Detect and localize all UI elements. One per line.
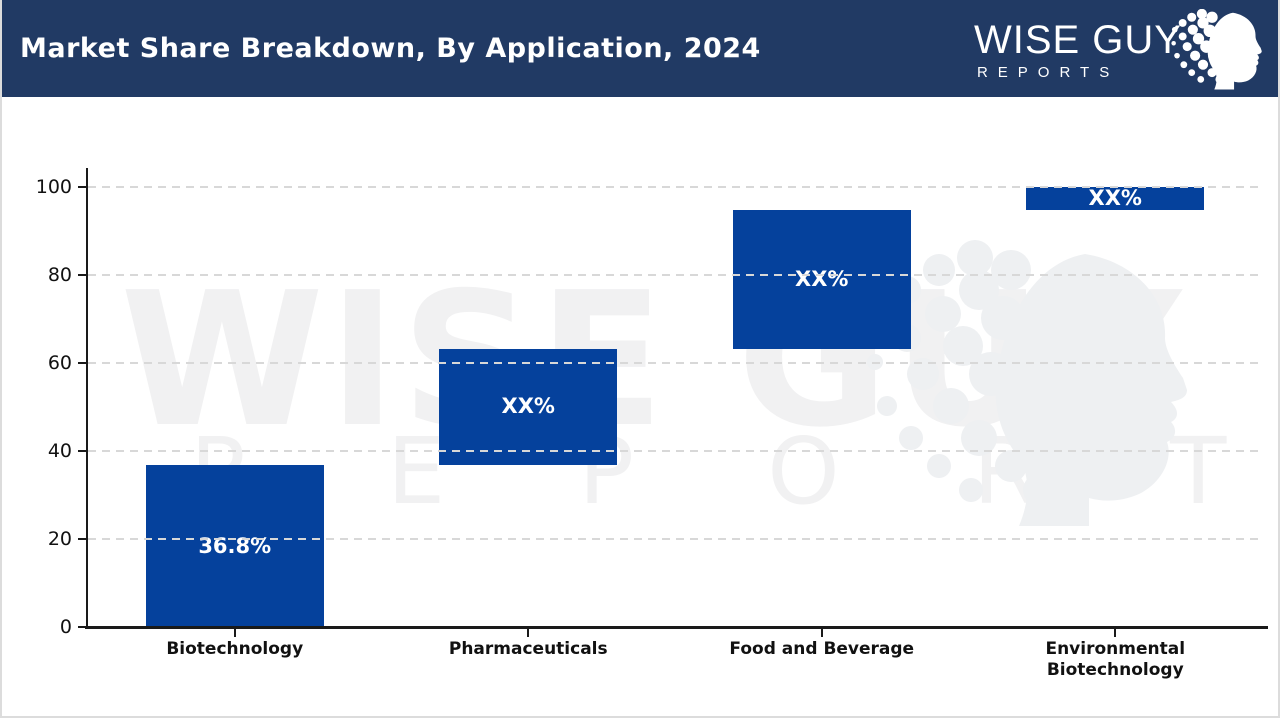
x-axis-spine [85,626,1268,629]
y-tick-label: 80 [47,264,72,286]
x-axis-tick [527,629,530,637]
brand-logo: WISE GUY REPORTS [974,8,1264,92]
y-tick-label: 60 [47,352,72,374]
bar: 36.8% [145,465,324,627]
bar-value-label: XX% [795,266,849,291]
y-tick-label: 40 [47,440,72,462]
y-tick-label: 100 [35,176,72,198]
bar: XX% [1026,185,1205,210]
bar-value-label: XX% [1088,185,1142,210]
bar: XX% [732,209,911,349]
y-axis-tick [78,450,86,452]
bar-value-label: XX% [501,394,555,419]
y-axis-tick [78,274,86,276]
category-label: Environmental Biotechnology [1045,639,1186,680]
y-axis-tick [78,186,86,188]
x-axis-tick [1114,629,1117,637]
bar: XX% [439,348,618,466]
category-label: Pharmaceuticals [448,639,608,659]
gridline [88,186,1262,188]
gridline [88,538,1262,540]
page-title: Market Share Breakdown, By Application, … [20,33,761,64]
y-axis-tick [78,538,86,540]
wiseguy-wordmark: WISE GUY [973,18,1182,62]
reports-wordmark: REPORTS [976,64,1120,81]
y-tick-label: 20 [47,528,72,550]
gridline [88,450,1262,452]
x-axis-tick [233,629,236,637]
y-axis-tick [78,626,86,628]
y-tick-label: 0 [59,616,72,638]
category-label: Food and Beverage [729,639,915,659]
gridline [88,274,1262,276]
y-axis-tick [78,362,86,364]
category-label: Biotechnology [166,639,304,659]
brand-wordmark: WISE GUY REPORTS [974,19,1182,81]
y-axis-spine [86,168,88,627]
x-axis-tick [820,629,823,637]
gridline [88,362,1262,364]
bar-value-label: 36.8% [198,533,272,558]
face-logo-icon [1171,9,1262,90]
header: Market Share Breakdown, By Application, … [0,0,1280,97]
